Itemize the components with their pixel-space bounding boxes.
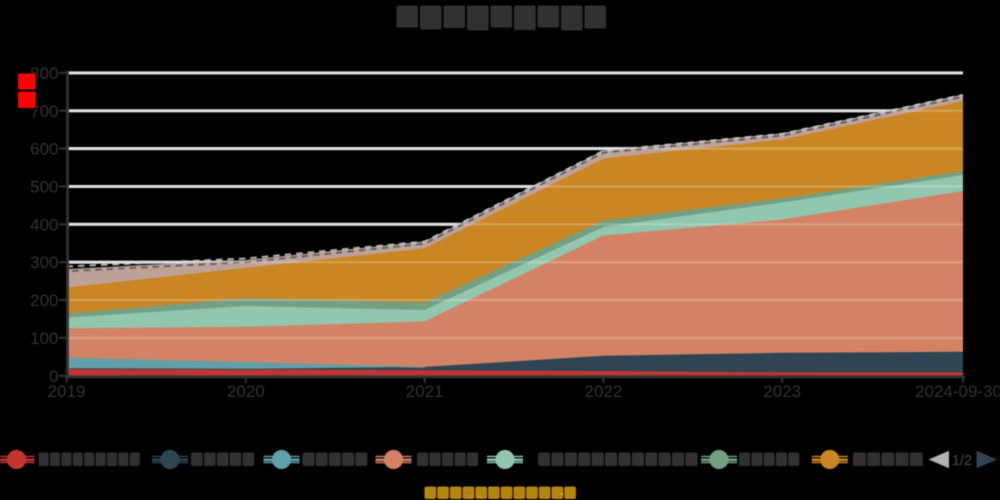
svg-text:1/2: 1/2	[952, 453, 972, 469]
svg-text:2023: 2023	[763, 382, 801, 401]
svg-text:2022: 2022	[584, 382, 622, 401]
svg-text:2024-09-30: 2024-09-30	[915, 382, 1000, 401]
svg-text:2019: 2019	[48, 382, 86, 401]
svg-text:500: 500	[30, 178, 58, 197]
svg-text:200: 200	[30, 291, 58, 310]
svg-text:2020: 2020	[227, 382, 265, 401]
svg-text:0: 0	[49, 367, 58, 386]
svg-text:600: 600	[30, 140, 58, 159]
svg-text:2021: 2021	[406, 382, 444, 401]
svg-text:800: 800	[30, 64, 58, 83]
svg-text:100: 100	[30, 329, 58, 348]
svg-text:400: 400	[30, 215, 58, 234]
svg-text:700: 700	[30, 102, 58, 121]
svg-text:300: 300	[30, 253, 58, 272]
